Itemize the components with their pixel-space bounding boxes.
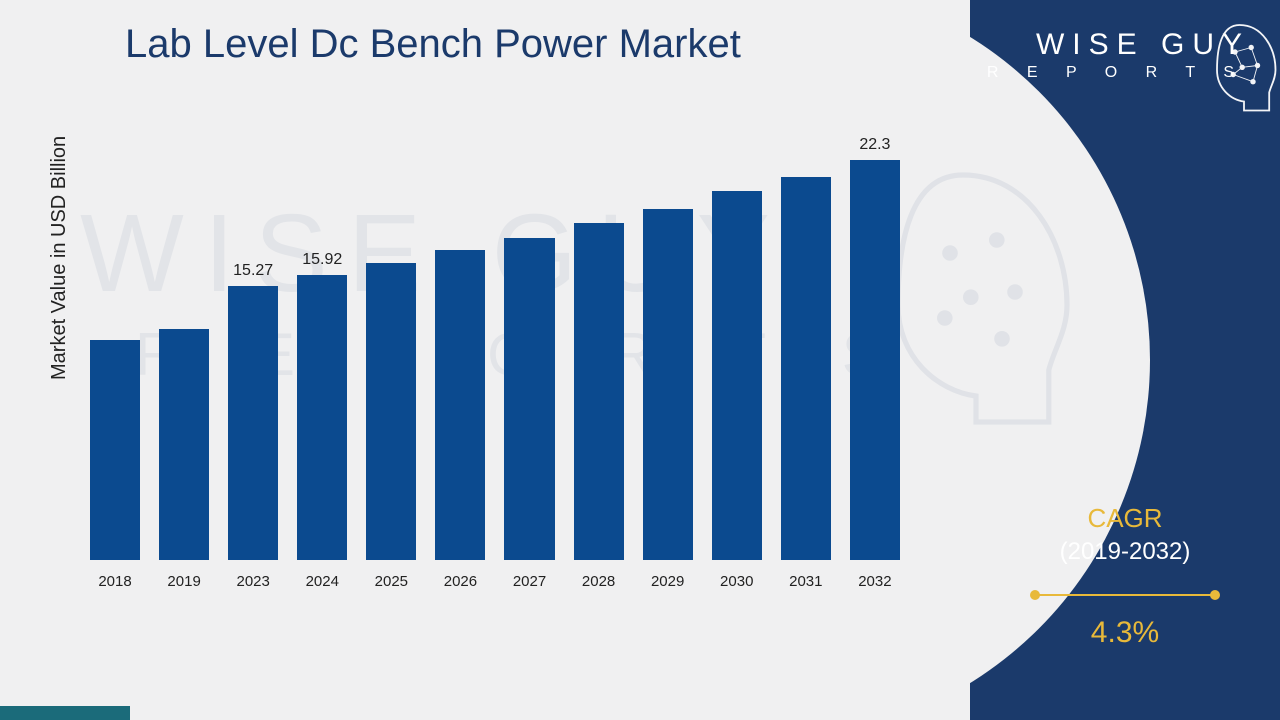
bars-container: 15.27 15.92 22.3 — [90, 130, 900, 560]
bar — [850, 160, 900, 560]
x-tick-label: 2024 — [297, 573, 347, 590]
x-tick-label: 2018 — [90, 573, 140, 590]
cagr-title: CAGR — [1025, 503, 1225, 534]
bar-wrap — [366, 263, 416, 560]
bar — [712, 191, 762, 560]
bar-wrap: 15.92 — [297, 275, 347, 560]
bar-wrap — [90, 340, 140, 560]
bar-wrap — [504, 238, 554, 561]
bar-wrap — [643, 209, 693, 560]
bar-wrap — [712, 191, 762, 560]
x-tick-label: 2026 — [435, 573, 485, 590]
bar-wrap: 15.27 — [228, 286, 278, 560]
logo-line1: WISE GUY — [987, 28, 1250, 62]
bar-wrap — [159, 329, 209, 560]
chart-title: Lab Level Dc Bench Power Market — [125, 22, 741, 67]
x-tick-label: 2027 — [504, 573, 554, 590]
infographic-canvas: Lab Level Dc Bench Power Market WISE GUY… — [0, 0, 1280, 720]
cagr-value: 4.3% — [1025, 616, 1225, 650]
cagr-block: CAGR (2019-2032) 4.3% — [1025, 503, 1225, 650]
bar-wrap — [435, 250, 485, 560]
x-tick-label: 2025 — [366, 573, 416, 590]
bar-value-label: 22.3 — [859, 136, 890, 154]
bar-value-label: 15.92 — [302, 251, 342, 269]
logo-line2: R E P O R T S — [987, 64, 1246, 82]
x-tick-label: 2031 — [781, 573, 831, 590]
bar — [435, 250, 485, 560]
bar — [366, 263, 416, 560]
x-tick-label: 2032 — [850, 573, 900, 590]
bar — [159, 329, 209, 560]
bar — [781, 177, 831, 560]
bar-wrap — [574, 223, 624, 560]
x-tick-label: 2030 — [712, 573, 762, 590]
y-axis-label: Market Value in USD Billion — [48, 136, 71, 380]
bar — [90, 340, 140, 560]
x-tick-label: 2023 — [228, 573, 278, 590]
bar-wrap: 22.3 — [850, 160, 900, 560]
cagr-range: (2019-2032) — [1025, 538, 1225, 566]
bottom-accent-bar — [0, 706, 130, 720]
bar — [228, 286, 278, 560]
x-tick-label: 2028 — [574, 573, 624, 590]
bar-wrap — [781, 177, 831, 560]
bar — [643, 209, 693, 560]
cagr-divider — [1035, 594, 1215, 596]
bar — [574, 223, 624, 560]
bar-value-label: 15.27 — [233, 262, 273, 280]
bar — [297, 275, 347, 560]
x-tick-label: 2019 — [159, 573, 209, 590]
x-tick-label: 2029 — [643, 573, 693, 590]
brand-logo: WISE GUY R E P O R T S — [987, 28, 1250, 82]
bar-chart: 15.2715.9222.3 2018201920232024202520262… — [90, 130, 900, 590]
bar — [504, 238, 554, 561]
x-axis-labels: 2018 2019 2023 2024 2025 2026 2027 2028 2029 2030… — [90, 573, 900, 590]
